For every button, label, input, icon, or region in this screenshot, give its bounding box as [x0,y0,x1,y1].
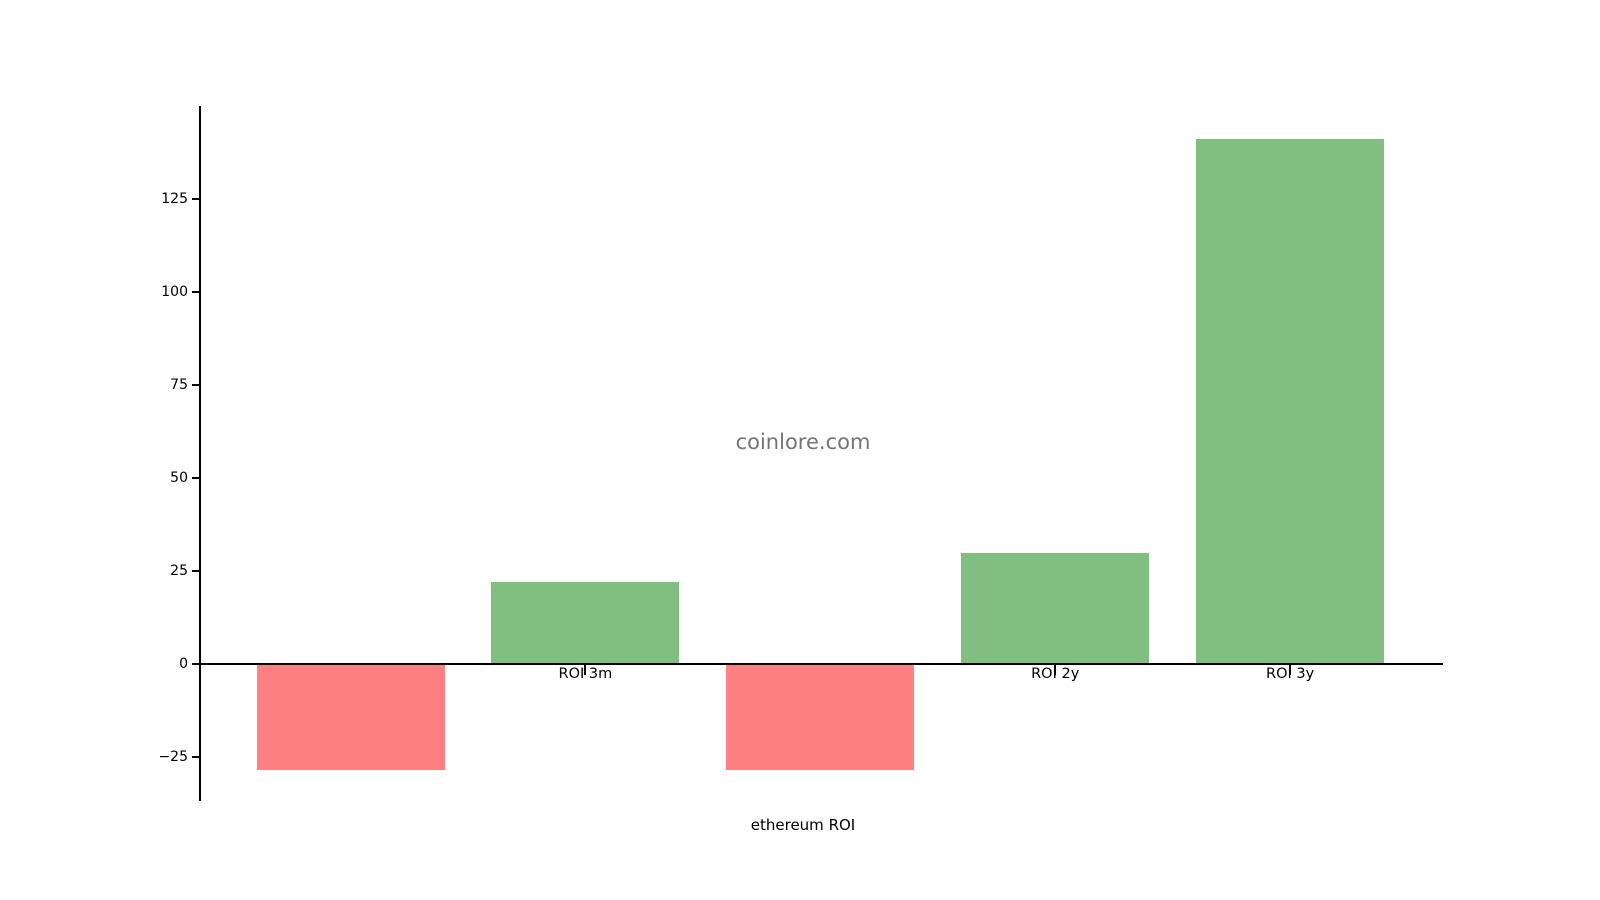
y-tick-mark [192,197,200,200]
y-tick-mark [192,291,200,294]
bar [256,665,445,771]
y-tick-mark [192,756,200,759]
watermark-text: coinlore.com [735,430,871,454]
y-tick-label: 50 [170,470,188,487]
bar [726,665,915,771]
bar-roi-3y [1196,139,1385,665]
y-tick-label: 25 [170,563,188,580]
y-tick-label: 125 [161,190,188,207]
x-tick-label: ROI 3y [1266,666,1315,682]
bar-roi-2y [961,553,1150,665]
x-axis-line [199,663,1443,665]
x-tick-label: ROI 3m [558,666,613,682]
y-tick-label: 0 [179,656,188,673]
y-tick-label: 100 [161,284,188,301]
y-tick-mark [192,384,200,387]
x-tick-mark [1054,664,1057,675]
x-tick-mark [584,664,587,675]
y-tick-mark [192,663,200,666]
y-tick-label: 75 [170,377,188,394]
y-tick-label: −25 [158,749,188,766]
x-axis-title: ethereum ROI [750,816,856,834]
x-tick-mark [1289,664,1292,675]
y-tick-mark [192,477,200,480]
y-tick-mark [192,570,200,573]
x-tick-label: ROI 2y [1031,666,1080,682]
bar-roi-3m [491,582,680,665]
y-axis-spine [199,106,201,801]
